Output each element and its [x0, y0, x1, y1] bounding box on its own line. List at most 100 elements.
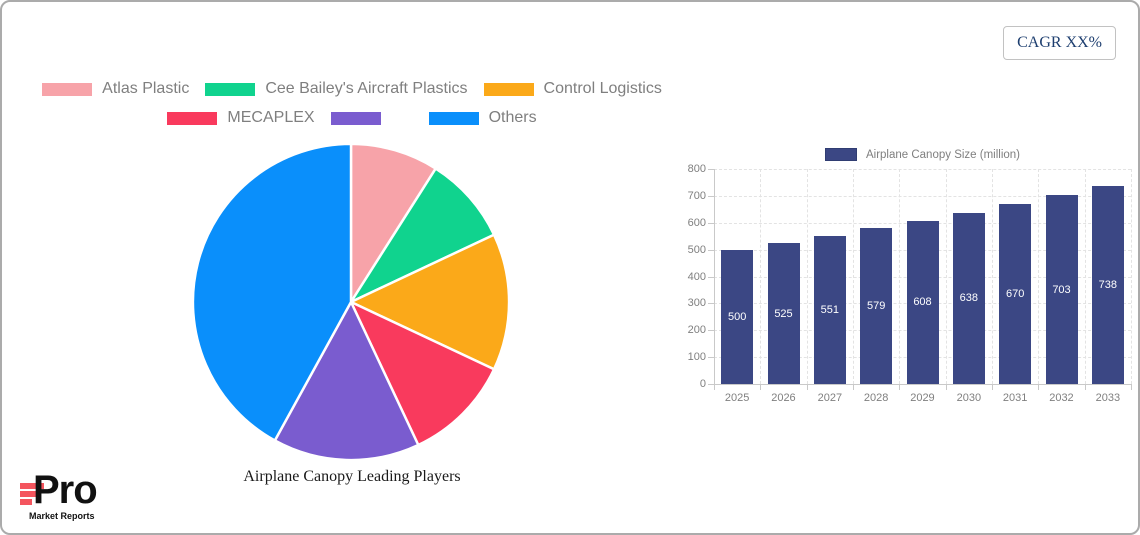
y-axis-tick [708, 249, 714, 251]
x-axis-category-label: 2033 [1095, 392, 1121, 404]
pie-slice-others[interactable] [191, 142, 353, 442]
x-axis-category-label: 2028 [863, 392, 889, 404]
x-gridline [945, 169, 947, 384]
y-axis-tick-label: 700 [687, 189, 706, 202]
y-axis-tick-label: 100 [687, 351, 706, 364]
legend-item-cee-bailey-s-aircraft-plastics[interactable]: Cee Bailey's Aircraft Plastics [205, 80, 468, 98]
pie-slice-cee-bailey-s-aircraft-plastics[interactable] [349, 167, 496, 304]
x-axis-tick [1084, 384, 1086, 390]
y-axis-tick-label: 300 [687, 297, 706, 310]
logo-text: Pro [33, 468, 98, 512]
bar-2027[interactable] [813, 235, 846, 384]
y-axis-tick-label: 0 [699, 378, 706, 390]
bar-2026[interactable] [767, 242, 800, 384]
x-axis-category-label: 2027 [817, 392, 843, 404]
bar-legend-swatch [824, 148, 857, 161]
x-gridline [1131, 169, 1132, 384]
x-axis-category-label: 2032 [1049, 392, 1074, 404]
bar-2029[interactable] [906, 220, 939, 384]
y-gridline [714, 169, 1131, 170]
y-axis-tick [708, 195, 714, 197]
x-gridline [1084, 169, 1086, 384]
y-axis-tick [708, 169, 714, 170]
bar-value-label: 551 [820, 304, 839, 316]
logo-bars-icon [20, 483, 44, 507]
y-gridline [714, 195, 1131, 197]
legend-item-mecaplex[interactable]: MECAPLEX [167, 109, 315, 127]
y-axis-tick-label: 200 [687, 324, 706, 337]
bar-value-label: 579 [867, 300, 886, 313]
x-gridline [1038, 169, 1040, 384]
pro-market-reports-logo: Pro Market Reports [20, 470, 110, 524]
x-gridline [992, 169, 993, 384]
bar-2032[interactable] [1045, 195, 1078, 384]
legend-label: Atlas Plastic [102, 80, 190, 97]
bar-value-label: 738 [1098, 278, 1117, 291]
y-axis-tick-label: 800 [687, 163, 706, 175]
bar-legend[interactable]: Airplane Canopy Size (million) [714, 148, 1131, 161]
x-axis-tick [1131, 384, 1132, 390]
x-axis-tick [899, 384, 901, 390]
legend-color-swatch [483, 82, 534, 96]
pie-slice-atlas-plastic[interactable] [349, 142, 437, 304]
x-axis-category-label: 2031 [1002, 392, 1028, 404]
pie-chart-title: Airplane Canopy Leading Players [243, 468, 461, 485]
legend-color-swatch [330, 111, 381, 125]
y-axis-tick [708, 222, 714, 224]
y-axis-tick [708, 303, 714, 305]
pie-slice-unlabeled[interactable] [273, 300, 420, 462]
x-gridline [899, 169, 901, 384]
cagr-badge: CAGR XX% [1003, 26, 1116, 60]
x-axis-tick [945, 384, 947, 390]
logo-subtext: Market Reports [29, 511, 95, 521]
x-axis-tick [760, 384, 762, 390]
bar-value-label: 525 [774, 307, 793, 320]
bar-value-label: 608 [913, 296, 932, 309]
y-axis-tick-label: 600 [687, 216, 706, 229]
x-axis-category-label: 2029 [910, 392, 935, 404]
legend-item-unlabeled[interactable] [330, 111, 413, 125]
legend-item-others[interactable]: Others [428, 109, 537, 127]
legend-color-swatch [428, 111, 479, 125]
legend-label: Others [488, 109, 537, 126]
pie-slice-mecaplex[interactable] [349, 300, 496, 447]
x-axis-tick [806, 384, 808, 390]
bar-2031[interactable] [999, 203, 1032, 384]
x-gridline [760, 169, 762, 384]
x-axis-tick [1038, 384, 1040, 390]
bar-value-label: 638 [959, 292, 978, 305]
bar-legend-label: Airplane Canopy Size (million) [865, 148, 1021, 161]
x-axis-category-label: 2025 [724, 392, 750, 404]
x-axis-tick [853, 384, 854, 390]
y-axis-tick-label: 500 [687, 243, 706, 256]
legend-color-swatch [167, 111, 218, 125]
legend-item-control-logistics[interactable]: Control Logistics [483, 80, 662, 98]
pie-slice-control-logistics[interactable] [349, 233, 511, 371]
x-axis-category-label: 2026 [771, 392, 796, 404]
bar-2025[interactable] [721, 249, 754, 384]
x-axis-tick [714, 384, 715, 390]
y-axis-tick-label: 400 [687, 270, 706, 283]
bar-2028[interactable] [860, 228, 893, 384]
legend-label: Cee Bailey's Aircraft Plastics [265, 80, 468, 97]
y-axis-tick [708, 330, 714, 332]
x-axis-category-label: 2030 [956, 392, 982, 404]
x-gridline [853, 169, 854, 384]
bar-value-label: 670 [1006, 288, 1025, 300]
bar-2030[interactable] [952, 212, 985, 384]
bar-2033[interactable] [1091, 185, 1124, 384]
y-axis-tick [708, 357, 714, 359]
x-axis-tick [992, 384, 993, 390]
legend-item-atlas-plastic[interactable]: Atlas Plastic [42, 80, 189, 98]
pie-legend-row-2: MECAPLEX Others [2, 109, 702, 127]
pie-chart [191, 142, 511, 462]
bar-value-label: 500 [728, 310, 747, 323]
pie-legend-row-1: Atlas Plastic Cee Bailey's Aircraft Plast… [2, 80, 702, 98]
legend-label: MECAPLEX [227, 109, 315, 126]
legend-color-swatch [205, 82, 256, 96]
bar-value-label: 703 [1052, 283, 1071, 296]
y-axis-line [714, 169, 715, 384]
legend-label: Control Logistics [543, 80, 662, 97]
x-axis-line [714, 384, 1131, 385]
